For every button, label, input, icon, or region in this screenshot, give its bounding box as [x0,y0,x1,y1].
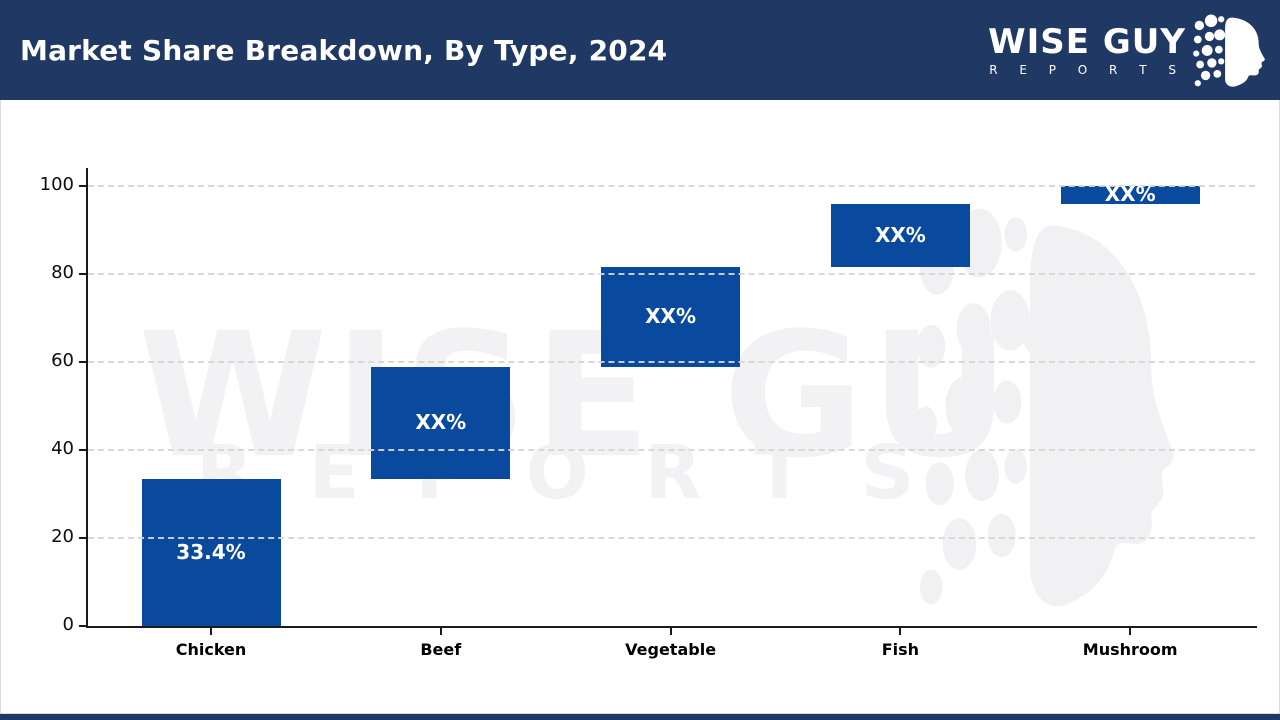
x-tick [669,628,672,635]
x-tick [439,628,442,635]
brand-face-icon [1193,14,1265,87]
bar-chicken [141,479,281,626]
x-category-label: Fish [881,640,920,659]
gridline-20 [88,537,1255,539]
y-axis-line [86,168,88,628]
x-category-label: Beef [420,640,462,659]
y-tick [79,537,86,539]
bar-value-label: XX% [415,409,467,434]
bar-beef [371,366,511,480]
brand-subtitle: R E P O R T S [989,63,1185,77]
y-tick-label: 20 [51,526,74,547]
gridline-40 [88,449,1255,451]
gridline-60 [88,361,1255,363]
bar-value-label: XX% [645,304,697,329]
gridline-80 [88,273,1255,275]
x-category-label: Mushroom [1082,640,1178,659]
y-tick-label: 40 [51,438,74,459]
bar-vegetable [601,267,741,367]
page-title: Market Share Breakdown, By Type, 2024 [20,33,668,67]
bar-value-label: XX% [874,222,926,247]
y-tick [79,449,86,451]
watermark-text-secondary: REPORTS [196,430,971,516]
y-tick-label: 0 [62,614,74,635]
x-tick [210,628,212,635]
plot-area: 33.4% XX% XX% XX% XX% [88,168,1255,626]
x-tick [899,628,902,635]
y-tick [79,361,86,363]
x-tick [1129,628,1132,635]
y-tick-label: 80 [51,262,74,283]
bar-fish [830,203,970,268]
x-axis-line [86,626,1257,628]
x-category-label: Chicken [175,640,247,659]
x-category-label: Vegetable [625,640,717,659]
brand-logo-text: WISE GUY R E P O R T S [988,22,1186,77]
y-tick [79,273,86,275]
footer-bar [0,714,1280,720]
gridline-100 [88,185,1255,187]
brand-logo: WISE GUY R E P O R T S [988,10,1268,92]
y-tick-label: 100 [39,174,74,195]
y-tick-label: 60 [51,350,74,371]
bar-value-label: 33.4% [176,539,246,564]
bar-mushroom [1060,186,1200,204]
y-tick [79,185,86,187]
header-bar: Market Share Breakdown, By Type, 2024 WI… [0,0,1280,100]
y-tick [79,625,86,627]
footer-divider [0,713,1280,714]
bar-value-label: XX% [1104,181,1156,206]
brand-name: WISE GUY [988,22,1186,62]
